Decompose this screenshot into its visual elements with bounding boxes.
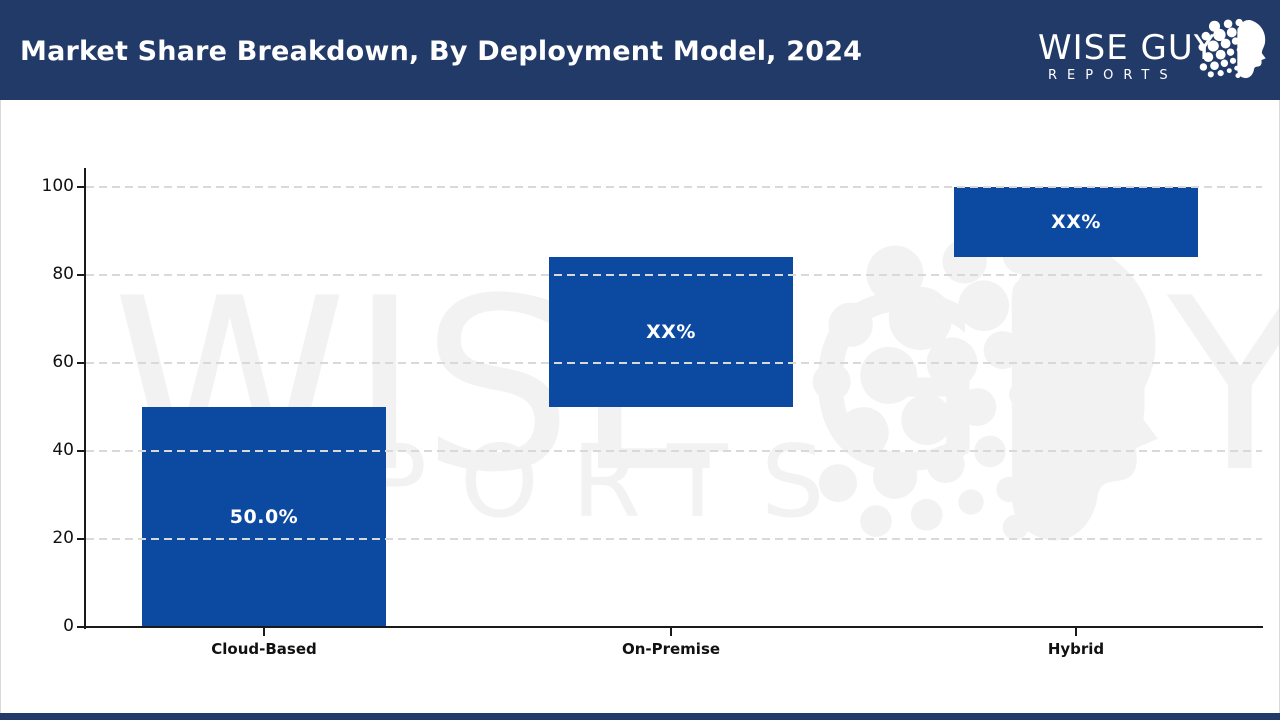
y-axis-line — [84, 168, 86, 629]
footer-bar — [0, 713, 1280, 720]
y-tick-60 — [77, 362, 85, 364]
y-tick-label-0: 0 — [63, 616, 74, 636]
bar-value-label: XX% — [1051, 211, 1101, 234]
page-title: Market Share Breakdown, By Deployment Mo… — [20, 36, 863, 67]
y-tick-20 — [77, 538, 85, 540]
x-category-label-2: Hybrid — [1047, 640, 1105, 658]
brand-name-text: WISE GUY — [1038, 28, 1216, 68]
x-tick-2 — [1075, 628, 1077, 636]
bar-on-premise: XX% — [549, 257, 793, 407]
gridline-100 — [86, 186, 1262, 188]
y-tick-0 — [77, 626, 85, 628]
gridline-60 — [86, 362, 1262, 364]
x-category-label-1: On-Premise — [621, 640, 721, 658]
y-tick-80 — [77, 274, 85, 276]
header: Market Share Breakdown, By Deployment Mo… — [0, 0, 1280, 100]
y-tick-label-80: 80 — [52, 264, 74, 284]
bar-hybrid: XX% — [954, 187, 1198, 258]
brand-sub-text: REPORTS — [1048, 68, 1178, 83]
y-tick-label-60: 60 — [52, 352, 74, 372]
x-tick-0 — [263, 628, 265, 636]
x-axis-line — [84, 626, 1263, 628]
y-tick-label-40: 40 — [52, 440, 74, 460]
y-tick-label-100: 100 — [41, 176, 74, 196]
y-tick-40 — [77, 450, 85, 452]
brand-face-icon — [1198, 18, 1266, 79]
x-category-label-0: Cloud-Based — [211, 640, 317, 658]
watermark-face-icon — [812, 236, 1158, 541]
brand-logo: WISE GUY REPORTS — [1012, 8, 1266, 94]
bar-value-label: 50.0% — [229, 506, 299, 528]
gridline-20 — [86, 538, 1262, 540]
gridline-80 — [86, 274, 1262, 276]
x-tick-1 — [670, 628, 672, 636]
bar-value-label: XX% — [646, 321, 696, 344]
gridline-40 — [86, 450, 1262, 452]
y-tick-label-20: 20 — [52, 528, 74, 548]
bar-cloud-based: 50.0% — [142, 407, 386, 627]
y-tick-100 — [77, 186, 85, 188]
